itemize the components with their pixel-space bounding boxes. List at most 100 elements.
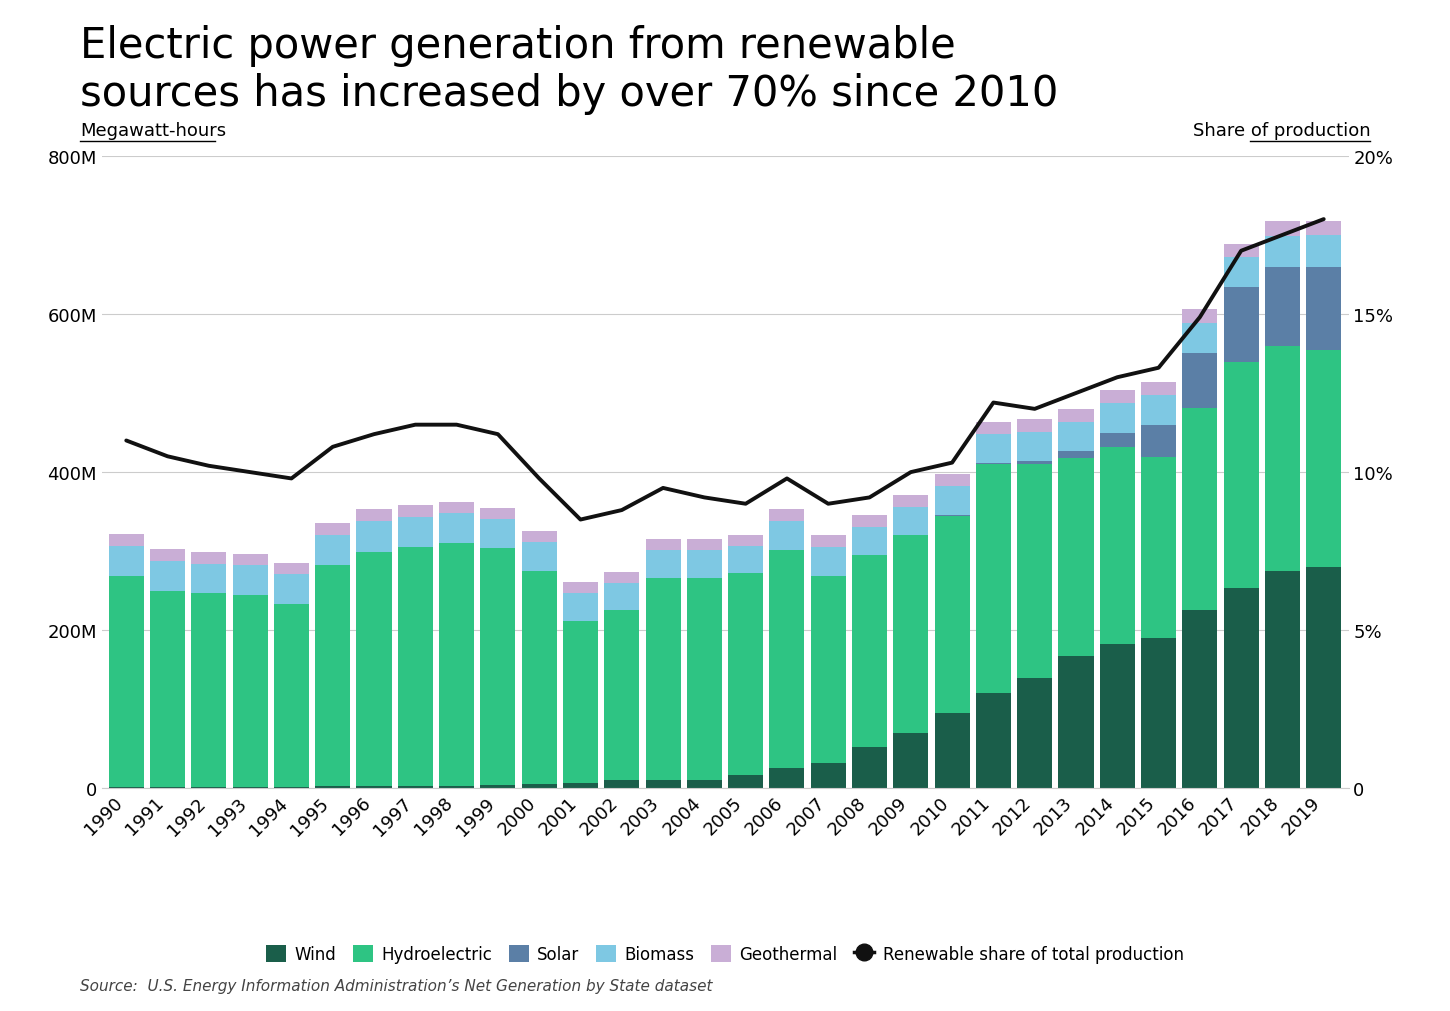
Bar bbox=[976, 423, 1011, 435]
Bar bbox=[1058, 656, 1093, 789]
Bar bbox=[728, 775, 763, 789]
Bar bbox=[357, 552, 392, 787]
Bar bbox=[149, 561, 186, 591]
Bar bbox=[976, 465, 1011, 694]
Bar bbox=[109, 534, 144, 546]
Bar bbox=[1016, 462, 1053, 465]
Text: Share of production: Share of production bbox=[1192, 121, 1370, 140]
Bar bbox=[232, 595, 268, 787]
Bar bbox=[893, 733, 928, 789]
Bar bbox=[935, 487, 970, 516]
Bar bbox=[770, 768, 805, 789]
Bar bbox=[563, 582, 597, 593]
Bar bbox=[687, 551, 722, 578]
Bar bbox=[1306, 221, 1341, 236]
Bar bbox=[645, 540, 680, 551]
Bar bbox=[397, 548, 434, 787]
Bar bbox=[1141, 458, 1176, 639]
Bar bbox=[397, 506, 434, 518]
Bar bbox=[645, 578, 680, 779]
Bar bbox=[976, 435, 1011, 463]
Bar bbox=[522, 785, 557, 789]
Bar bbox=[563, 784, 597, 789]
Bar bbox=[1016, 433, 1053, 462]
Legend: Wind, Hydroelectric, Solar, Biomass, Geothermal, Renewable share of total produc: Wind, Hydroelectric, Solar, Biomass, Geo… bbox=[260, 938, 1190, 970]
Bar bbox=[1141, 639, 1176, 789]
Bar bbox=[232, 566, 268, 595]
Bar bbox=[1224, 363, 1259, 588]
Bar bbox=[522, 571, 557, 785]
Bar bbox=[522, 543, 557, 571]
Bar bbox=[1016, 465, 1053, 678]
Bar bbox=[893, 495, 928, 508]
Bar bbox=[1141, 382, 1176, 396]
Bar bbox=[728, 546, 763, 574]
Bar bbox=[522, 532, 557, 543]
Bar bbox=[191, 552, 226, 564]
Bar bbox=[563, 593, 597, 621]
Bar bbox=[1306, 267, 1341, 350]
Bar bbox=[274, 605, 309, 787]
Bar bbox=[397, 787, 434, 789]
Bar bbox=[853, 516, 887, 527]
Bar bbox=[1058, 409, 1093, 423]
Bar bbox=[1058, 423, 1093, 451]
Bar bbox=[109, 546, 144, 576]
Bar bbox=[274, 787, 309, 789]
Bar bbox=[1306, 567, 1341, 789]
Bar bbox=[439, 787, 474, 789]
Bar bbox=[853, 747, 887, 789]
Bar bbox=[1264, 237, 1301, 267]
Bar bbox=[645, 551, 680, 578]
Bar bbox=[149, 591, 186, 787]
Bar bbox=[480, 548, 515, 786]
Bar bbox=[687, 779, 722, 789]
Bar bbox=[1264, 571, 1301, 789]
Bar bbox=[976, 463, 1011, 465]
Bar bbox=[687, 578, 722, 779]
Bar bbox=[935, 714, 970, 789]
Bar bbox=[1099, 645, 1135, 789]
Bar bbox=[149, 549, 186, 561]
Bar bbox=[1058, 458, 1093, 656]
Bar bbox=[1182, 610, 1218, 789]
Bar bbox=[1099, 447, 1135, 645]
Bar bbox=[645, 779, 680, 789]
Bar bbox=[811, 763, 845, 789]
Text: sources has increased by over 70% since 2010: sources has increased by over 70% since … bbox=[80, 73, 1058, 115]
Bar bbox=[232, 554, 268, 566]
Bar bbox=[1141, 426, 1176, 458]
Bar bbox=[1182, 408, 1218, 610]
Bar bbox=[605, 583, 639, 611]
Bar bbox=[357, 787, 392, 789]
Bar bbox=[191, 787, 226, 789]
Bar bbox=[605, 780, 639, 789]
Bar bbox=[439, 544, 474, 787]
Bar bbox=[1182, 354, 1218, 408]
Bar bbox=[935, 516, 970, 714]
Bar bbox=[893, 508, 928, 536]
Bar bbox=[1099, 390, 1135, 404]
Bar bbox=[315, 565, 351, 787]
Bar bbox=[976, 694, 1011, 789]
Bar bbox=[1141, 396, 1176, 426]
Bar bbox=[1099, 433, 1135, 447]
Bar bbox=[935, 474, 970, 487]
Bar bbox=[1224, 588, 1259, 789]
Bar bbox=[770, 551, 805, 768]
Text: Electric power generation from renewable: Electric power generation from renewable bbox=[80, 25, 956, 68]
Bar bbox=[357, 522, 392, 552]
Bar bbox=[1264, 222, 1301, 237]
Bar bbox=[315, 524, 351, 535]
Bar bbox=[1016, 420, 1053, 433]
Bar bbox=[893, 536, 928, 733]
Bar bbox=[687, 540, 722, 551]
Bar bbox=[563, 621, 597, 784]
Bar bbox=[480, 786, 515, 789]
Bar bbox=[397, 518, 434, 548]
Bar bbox=[1182, 310, 1218, 324]
Bar bbox=[811, 577, 845, 763]
Bar bbox=[191, 564, 226, 593]
Text: Source:  U.S. Energy Information Administration’s Net Generation by State datase: Source: U.S. Energy Information Administ… bbox=[80, 978, 712, 993]
Bar bbox=[1182, 324, 1218, 354]
